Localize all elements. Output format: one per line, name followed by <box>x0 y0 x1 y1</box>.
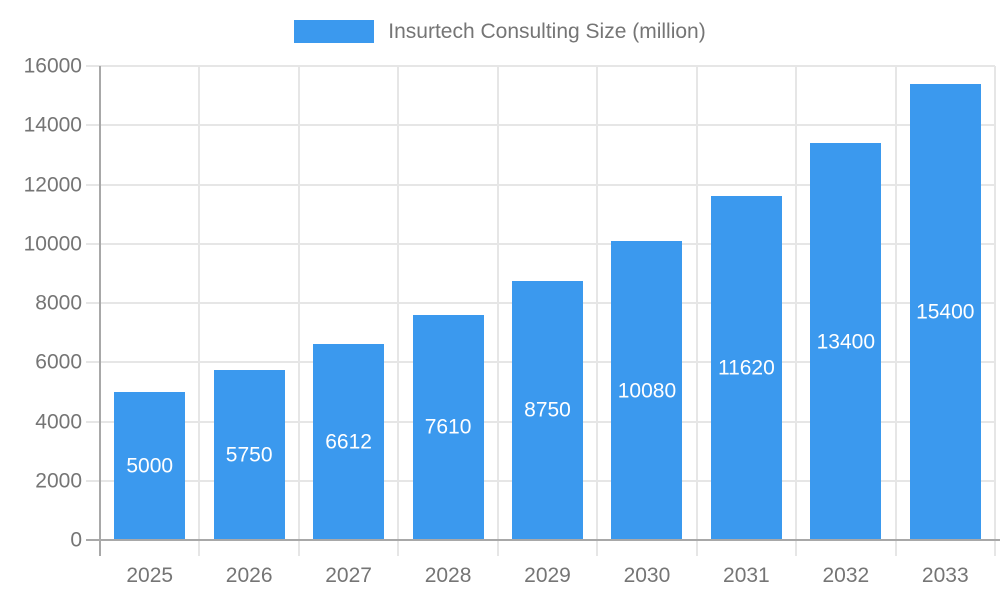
bar-value-label: 7610 <box>424 415 472 439</box>
x-axis-tick <box>497 540 499 556</box>
bar-value-label: 15400 <box>916 300 975 324</box>
x-axis-line <box>86 539 1000 541</box>
bar-2025[interactable] <box>114 392 185 540</box>
gridline-horizontal <box>100 243 995 245</box>
x-axis-label: 2025 <box>126 564 174 587</box>
bar-2032[interactable] <box>810 143 881 540</box>
bar-value-label: 5000 <box>126 454 174 478</box>
y-axis-label: 10000 <box>23 232 82 256</box>
x-axis-tick <box>596 540 598 556</box>
x-axis-label: 2026 <box>225 564 273 587</box>
gridline-vertical <box>696 66 698 540</box>
y-axis-tick <box>86 302 100 304</box>
x-axis-label: 2030 <box>623 564 671 587</box>
bar-2027[interactable] <box>313 344 384 540</box>
bar-value-label: 5750 <box>225 443 273 467</box>
y-axis-tick <box>86 124 100 126</box>
gridline-vertical <box>397 66 399 540</box>
gridline-vertical <box>596 66 598 540</box>
x-axis-tick <box>298 540 300 556</box>
bar-value-label: 11620 <box>717 356 775 380</box>
y-axis-label: 16000 <box>23 54 82 78</box>
y-axis-tick <box>86 65 100 67</box>
y-axis-tick <box>86 361 100 363</box>
x-axis-label: 2033 <box>921 564 969 587</box>
y-axis-label: 0 <box>70 528 82 552</box>
y-axis-label: 4000 <box>35 410 82 434</box>
bar-2030[interactable] <box>611 241 682 540</box>
gridline-horizontal <box>100 184 995 186</box>
y-axis-tick <box>86 243 100 245</box>
y-axis-label: 2000 <box>35 469 82 493</box>
bar-2026[interactable] <box>214 370 285 540</box>
gridline-vertical <box>895 66 897 540</box>
y-axis-line <box>99 66 101 556</box>
legend-label: Insurtech Consulting Size (million) <box>388 20 706 43</box>
bar-value-label: 8750 <box>524 398 571 422</box>
gridline-horizontal <box>100 65 995 67</box>
x-axis-label: 2031 <box>723 564 770 587</box>
gridline-horizontal <box>100 124 995 126</box>
y-axis-tick <box>86 421 100 423</box>
bar-2031[interactable] <box>711 196 782 540</box>
bar-2029[interactable] <box>512 281 583 540</box>
x-axis-tick <box>994 540 996 556</box>
legend-swatch <box>294 20 375 43</box>
x-axis-tick <box>895 540 897 556</box>
gridline-vertical <box>795 66 797 540</box>
legend-item[interactable]: Insurtech Consulting Size (million) <box>0 20 1000 43</box>
bar-2028[interactable] <box>413 315 484 540</box>
x-axis-label: 2032 <box>822 564 870 587</box>
y-axis-tick <box>86 184 100 186</box>
bar-value-label: 6612 <box>325 430 372 454</box>
bar-value-label: 13400 <box>816 330 876 354</box>
bar-value-label: 10080 <box>617 379 677 403</box>
gridline-vertical <box>994 66 996 540</box>
y-axis-label: 8000 <box>35 291 82 315</box>
x-axis-tick <box>795 540 797 556</box>
y-axis-label: 12000 <box>23 173 82 197</box>
x-axis-tick <box>198 540 200 556</box>
x-axis-label: 2029 <box>524 564 571 587</box>
x-axis-label: 2027 <box>325 564 372 587</box>
x-axis-label: 2028 <box>424 564 472 587</box>
y-axis-tick <box>86 480 100 482</box>
gridline-vertical <box>298 66 300 540</box>
gridline-vertical <box>497 66 499 540</box>
x-axis-tick <box>696 540 698 556</box>
x-axis-tick <box>397 540 399 556</box>
bar-2033[interactable] <box>910 84 981 540</box>
y-axis-label: 14000 <box>23 113 82 137</box>
gridline-vertical <box>198 66 200 540</box>
y-axis-label: 6000 <box>35 350 82 374</box>
